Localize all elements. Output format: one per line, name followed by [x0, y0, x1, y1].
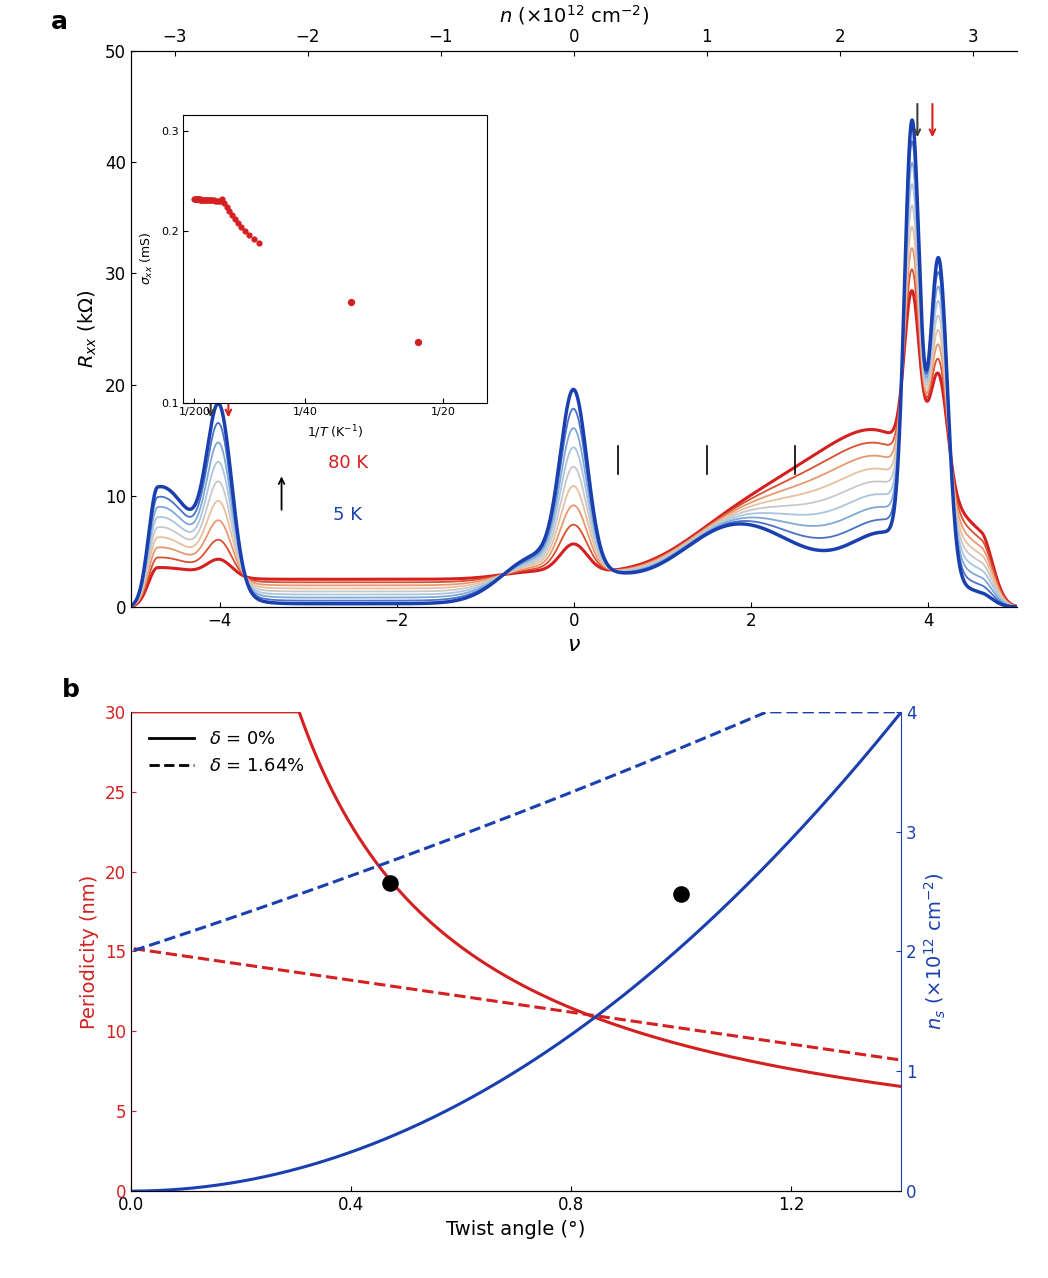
- X-axis label: $\nu$: $\nu$: [567, 635, 581, 656]
- Point: [216, 193, 233, 213]
- Point: [187, 189, 203, 210]
- Point: [194, 189, 211, 210]
- Point: [190, 189, 206, 210]
- Point: [196, 189, 213, 210]
- Point: [250, 233, 267, 253]
- Text: b: b: [62, 679, 80, 703]
- Point: [198, 190, 215, 211]
- Y-axis label: $\sigma_{xx}$ (mS): $\sigma_{xx}$ (mS): [139, 233, 155, 285]
- Text: a: a: [51, 10, 68, 35]
- Y-axis label: $n_s$ ($\times$10$^{12}$ cm$^{-2}$): $n_s$ ($\times$10$^{12}$ cm$^{-2}$): [922, 873, 947, 1030]
- Point: [189, 189, 205, 210]
- Point: [212, 190, 228, 211]
- Point: [205, 190, 222, 211]
- Point: [241, 225, 258, 245]
- Point: [381, 873, 398, 893]
- Point: [233, 217, 249, 238]
- X-axis label: Twist angle (°): Twist angle (°): [446, 1219, 586, 1238]
- Point: [191, 189, 208, 210]
- Point: [197, 189, 214, 210]
- Point: [211, 190, 227, 211]
- Point: [192, 189, 209, 210]
- Point: [223, 206, 240, 226]
- Point: [200, 190, 217, 211]
- Point: [221, 201, 238, 221]
- Point: [195, 189, 212, 210]
- Point: [237, 221, 254, 242]
- Point: [192, 189, 209, 210]
- Text: 5 K: 5 K: [333, 506, 363, 524]
- Text: 80 K: 80 K: [328, 454, 368, 472]
- Point: [673, 884, 690, 905]
- Point: [201, 190, 218, 211]
- Point: [189, 189, 205, 210]
- Y-axis label: $R_{xx}$ (k$\Omega$): $R_{xx}$ (k$\Omega$): [78, 290, 100, 368]
- Point: [202, 190, 219, 211]
- Point: [410, 331, 427, 351]
- Point: [226, 210, 243, 230]
- Point: [204, 190, 221, 211]
- Point: [343, 293, 359, 313]
- Point: [209, 190, 225, 211]
- Point: [245, 229, 262, 249]
- Point: [195, 189, 212, 210]
- Point: [193, 189, 210, 210]
- Point: [214, 189, 231, 210]
- Legend: $\delta$ = 0%, $\delta$ = 1.64%: $\delta$ = 0%, $\delta$ = 1.64%: [140, 721, 313, 783]
- Point: [187, 189, 203, 210]
- Point: [188, 189, 204, 210]
- Point: [218, 197, 235, 217]
- Point: [206, 190, 223, 211]
- Point: [190, 189, 206, 210]
- X-axis label: $1/T$ (K$^{-1}$): $1/T$ (K$^{-1}$): [307, 423, 364, 441]
- Y-axis label: Periodicity (nm): Periodicity (nm): [81, 874, 100, 1029]
- Point: [199, 190, 216, 211]
- Point: [188, 189, 204, 210]
- X-axis label: $n$ ($\times$10$^{12}$ cm$^{-2}$): $n$ ($\times$10$^{12}$ cm$^{-2}$): [499, 4, 649, 27]
- Point: [230, 213, 246, 234]
